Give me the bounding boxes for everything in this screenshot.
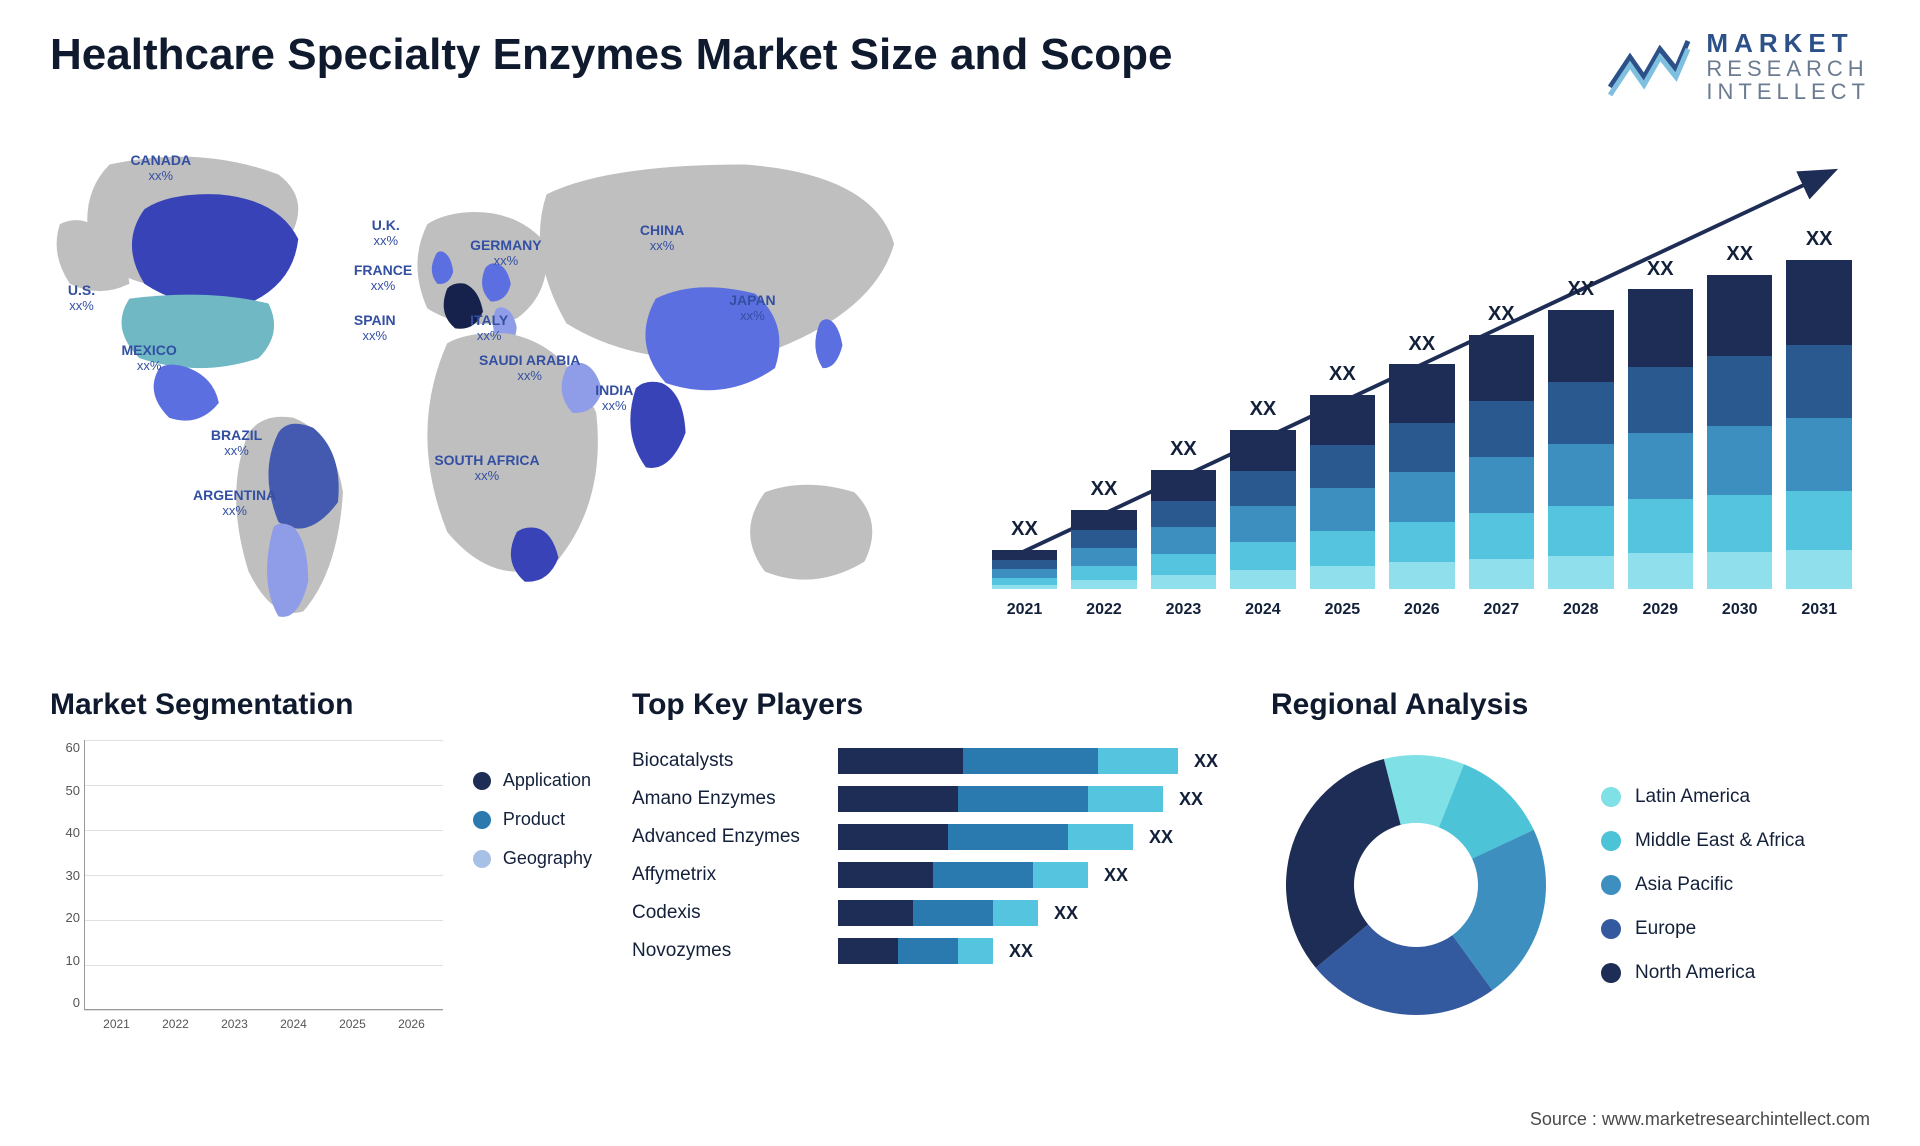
main-bar-2031: XX2031: [1786, 260, 1851, 590]
player-name: Advanced Enzymes: [632, 826, 822, 848]
player-name: Affymetrix: [632, 864, 822, 886]
logo-text: MARKET RESEARCH INTELLECT: [1706, 30, 1870, 103]
player-row-amano-enzymes: Amano Enzymes XX: [632, 786, 1231, 812]
world-map-panel: CANADAxx% U.S.xx% MEXICOxx% BRAZILxx% ARGENT…: [50, 133, 944, 633]
map-label-japan: JAPANxx%: [729, 293, 775, 323]
map-label-germany: GERMANYxx%: [470, 238, 542, 268]
player-name: Biocatalysts: [632, 750, 822, 772]
segmentation-chart: 6050403020100 202120222023202420252026: [50, 740, 443, 1040]
player-row-biocatalysts: Biocatalysts XX: [632, 748, 1231, 774]
player-value: XX: [1149, 827, 1173, 848]
main-bar-2028: XX2028: [1548, 310, 1613, 590]
player-bar: [838, 824, 1133, 850]
player-name: Amano Enzymes: [632, 788, 822, 810]
seg-legend-application: Application: [473, 770, 592, 791]
main-bar-2030: XX2030: [1707, 275, 1772, 590]
main-bars-area: XX2021XX2022XX2023XX2024XX2025XX2026XX20…: [984, 163, 1860, 589]
player-name: Codexis: [632, 902, 822, 924]
main-bar-2024: XX2024: [1230, 430, 1295, 590]
top-row: CANADAxx% U.S.xx% MEXICOxx% BRAZILxx% ARGENT…: [50, 133, 1870, 633]
map-label-italy: ITALYxx%: [470, 313, 508, 343]
regional-title: Regional Analysis: [1271, 688, 1870, 722]
player-row-affymetrix: Affymetrix XX: [632, 862, 1231, 888]
header: Healthcare Specialty Enzymes Market Size…: [50, 30, 1870, 103]
map-label-china: CHINAxx%: [640, 223, 684, 253]
region-legend-middle-east-africa: Middle East & Africa: [1601, 830, 1805, 852]
world-map-svg: [50, 133, 944, 633]
players-title: Top Key Players: [632, 688, 1231, 722]
player-row-codexis: Codexis XX: [632, 900, 1231, 926]
world-map: CANADAxx% U.S.xx% MEXICOxx% BRAZILxx% ARGENT…: [50, 133, 944, 633]
player-value: XX: [1104, 865, 1128, 886]
regional-panel: Regional Analysis Latin America Middle Ea…: [1271, 688, 1870, 1040]
player-value: XX: [1009, 941, 1033, 962]
region-legend-north-america: North America: [1601, 962, 1805, 984]
regional-donut: [1271, 740, 1561, 1030]
map-label-canada: CANADAxx%: [130, 153, 191, 183]
map-label-france: FRANCExx%: [354, 263, 412, 293]
map-label-spain: SPAINxx%: [354, 313, 396, 343]
player-row-novozymes: Novozymes XX: [632, 938, 1231, 964]
player-bar: [838, 900, 1038, 926]
player-value: XX: [1194, 751, 1218, 772]
logo-line2: RESEARCH: [1706, 57, 1870, 80]
main-bar-2022: XX2022: [1071, 510, 1136, 590]
region-legend-europe: Europe: [1601, 918, 1805, 940]
page-title: Healthcare Specialty Enzymes Market Size…: [50, 30, 1172, 80]
player-row-advanced-enzymes: Advanced Enzymes XX: [632, 824, 1231, 850]
segmentation-panel: Market Segmentation 6050403020100 202120…: [50, 688, 592, 1040]
logo-icon: [1606, 35, 1692, 99]
source-text: Source : www.marketresearchintellect.com: [1530, 1109, 1870, 1130]
map-label-brazil: BRAZILxx%: [211, 428, 262, 458]
players-panel: Top Key Players BiocatalystsXXAmano Enzy…: [632, 688, 1231, 1040]
logo-line3: INTELLECT: [1706, 80, 1870, 103]
player-bar: [838, 862, 1088, 888]
regional-legend: Latin America Middle East & Africa Asia Pa…: [1601, 786, 1805, 984]
logo: MARKET RESEARCH INTELLECT: [1606, 30, 1870, 103]
map-label-india: INDIAxx%: [595, 383, 633, 413]
region-legend-asia-pacific: Asia Pacific: [1601, 874, 1805, 896]
segmentation-legend: Application Product Geography: [473, 740, 592, 1040]
segmentation-title: Market Segmentation: [50, 688, 592, 722]
logo-line1: MARKET: [1706, 30, 1870, 57]
map-label-argentina: ARGENTINAxx%: [193, 488, 276, 518]
main-bar-2021: XX2021: [992, 550, 1057, 590]
player-bar: [838, 748, 1178, 774]
region-legend-latin-america: Latin America: [1601, 786, 1805, 808]
map-label-u-s-: U.S.xx%: [68, 283, 95, 313]
player-name: Novozymes: [632, 940, 822, 962]
player-bar: [838, 786, 1163, 812]
main-bar-2023: XX2023: [1151, 470, 1216, 590]
main-bar-chart: XX2021XX2022XX2023XX2024XX2025XX2026XX20…: [984, 133, 1870, 633]
map-label-u-k-: U.K.xx%: [372, 218, 400, 248]
player-value: XX: [1179, 789, 1203, 810]
seg-legend-geography: Geography: [473, 848, 592, 869]
players-chart: BiocatalystsXXAmano EnzymesXXAdvanced En…: [632, 740, 1231, 964]
main-bar-2027: XX2027: [1469, 335, 1534, 590]
map-label-mexico: MEXICOxx%: [122, 343, 177, 373]
player-bar: [838, 938, 993, 964]
main-bar-2029: XX2029: [1628, 289, 1693, 589]
main-bar-2026: XX2026: [1389, 364, 1454, 589]
bottom-row: Market Segmentation 6050403020100 202120…: [50, 688, 1870, 1040]
map-label-saudi-arabia: SAUDI ARABIAxx%: [479, 353, 580, 383]
map-label-south-africa: SOUTH AFRICAxx%: [434, 453, 539, 483]
seg-legend-product: Product: [473, 809, 592, 830]
player-value: XX: [1054, 903, 1078, 924]
main-bar-2025: XX2025: [1310, 395, 1375, 590]
